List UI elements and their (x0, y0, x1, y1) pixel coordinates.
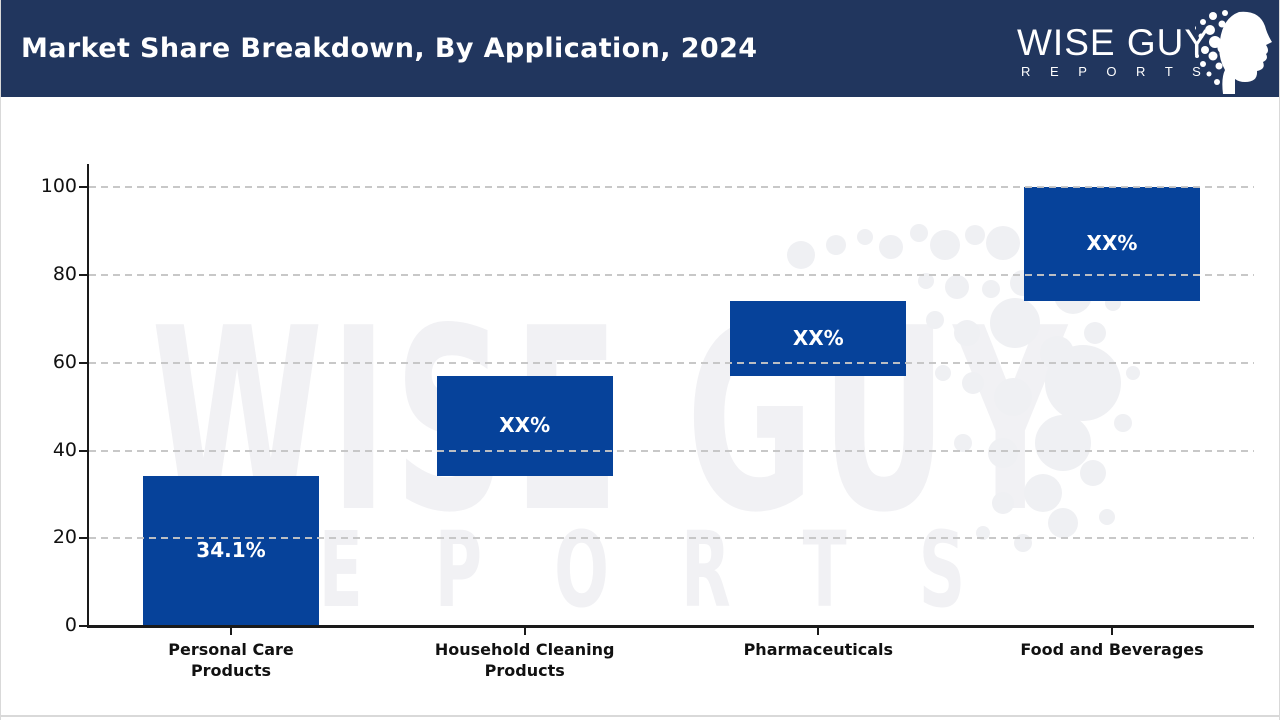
y-axis-tick-mark (79, 449, 88, 452)
x-axis-category-label: Personal Care Products (168, 640, 294, 680)
gridline (89, 274, 1254, 277)
bottom-frame-line (1, 715, 1279, 717)
bar-value-label: XX% (1086, 231, 1138, 256)
y-axis-tick-mark (79, 186, 88, 189)
y-axis-tick-mark (79, 537, 88, 540)
y-axis-spine (87, 164, 89, 628)
x-axis-tick-mark (523, 626, 526, 635)
x-axis-category-label: Household Cleaning Products (434, 640, 615, 680)
y-axis-tick-label: 20 (52, 526, 77, 549)
x-axis-tick-mark (1111, 626, 1113, 635)
header-bar: Market Share Breakdown, By Application, … (1, 0, 1279, 97)
y-axis-tick-mark (79, 274, 88, 277)
brand-logo-head-icon (1195, 10, 1272, 94)
x-axis-category-label: Food and Beverages (1020, 640, 1204, 659)
brand-logo-subtitle: R E P O R T S (1021, 64, 1209, 79)
bar-segment (436, 375, 613, 477)
y-axis-tick-mark (79, 361, 88, 364)
bar-segment (1024, 187, 1200, 302)
y-axis-tick-mark (79, 625, 88, 627)
x-axis-tick-mark (817, 626, 820, 635)
bar-value-label: 34.1% (196, 538, 266, 563)
bar-value-label: XX% (792, 325, 844, 350)
brand-logo: WISE GUY R E P O R T S (1017, 6, 1272, 94)
gridline (89, 449, 1254, 452)
gridline (89, 537, 1254, 540)
gridline (89, 361, 1254, 364)
x-axis-category-label: Pharmaceuticals (743, 640, 893, 659)
y-axis-tick-label: 60 (52, 350, 77, 373)
bar-segment (143, 476, 319, 626)
bar-value-label: XX% (499, 413, 551, 438)
x-axis-tick-mark (230, 626, 232, 635)
watermark-text-line2: R E P O R T S (197, 509, 990, 631)
y-axis-tick-label: 100 (40, 175, 77, 198)
y-axis-tick-label: 0 (64, 614, 77, 636)
brand-logo-wordmark: WISE GUY (1017, 22, 1211, 63)
x-axis-spine (87, 625, 1254, 628)
y-axis-tick-label: 80 (52, 263, 77, 286)
gridline (89, 186, 1254, 189)
chart-title: Market Share Breakdown, By Application, … (21, 33, 758, 64)
y-axis-tick-label: 40 (52, 438, 77, 461)
